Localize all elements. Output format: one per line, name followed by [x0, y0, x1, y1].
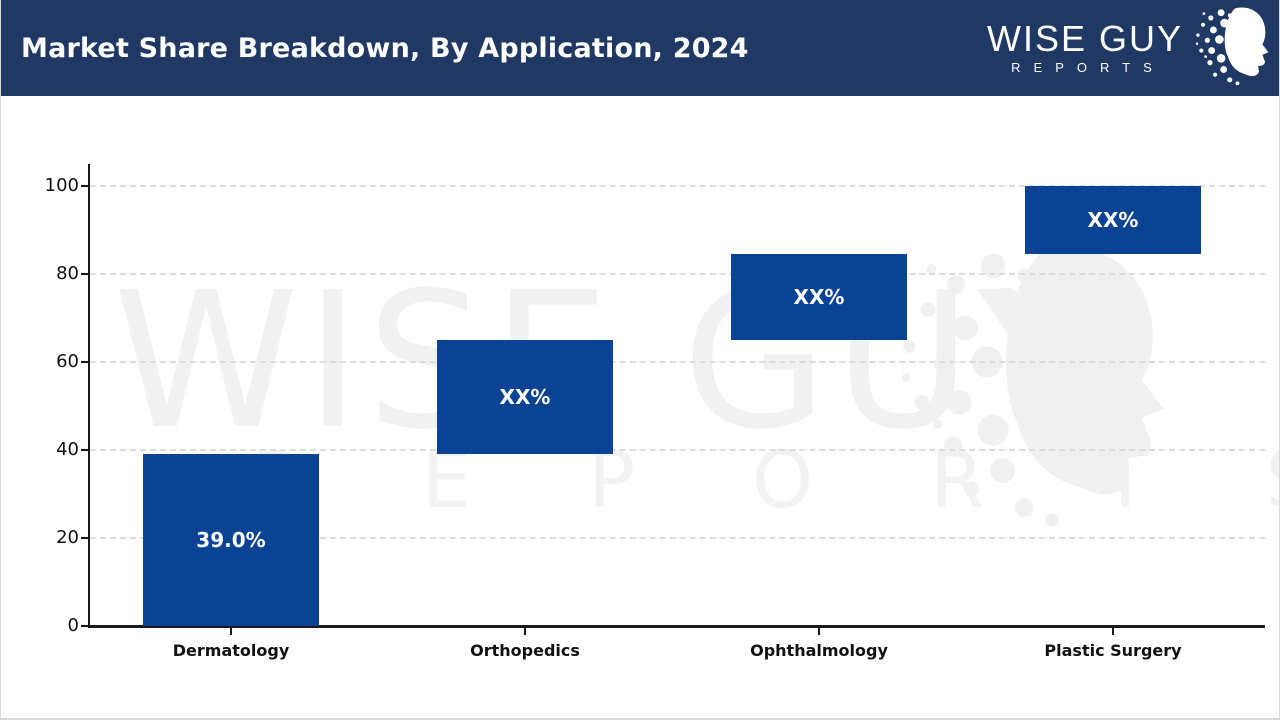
gridline-100: [90, 185, 1265, 187]
brand-logo: WISE GUY REPORTS: [986, 0, 1279, 96]
y-tick-label-20: 20: [56, 527, 79, 548]
y-tick-mark-40: [81, 449, 88, 451]
gridline-80: [90, 273, 1265, 275]
header-bar: Market Share Breakdown, By Application, …: [1, 0, 1279, 96]
y-tick-label-60: 60: [56, 351, 79, 372]
y-axis-line: [88, 164, 90, 627]
bar-value-label: 39.0%: [196, 528, 266, 553]
bar-dermatology: 39.0%: [143, 454, 319, 626]
bar-value-label: XX%: [1087, 208, 1139, 233]
y-tick-label-0: 0: [67, 615, 79, 636]
y-tick-mark-20: [81, 537, 88, 539]
bar-orthopedics: XX%: [437, 340, 613, 455]
dotted-face-icon: [1195, 7, 1269, 86]
x-category-label: Plastic Surgery: [1044, 641, 1182, 660]
bar-ophthalmology: XX%: [731, 254, 907, 340]
gridline-20: [90, 537, 1265, 539]
x-category-label: Orthopedics: [470, 641, 580, 660]
gridline-40: [90, 449, 1265, 451]
x-category-label: Ophthalmology: [750, 641, 888, 660]
bar-value-label: XX%: [499, 385, 551, 410]
x-tick-mark: [524, 628, 526, 635]
x-tick-mark: [1112, 628, 1114, 635]
y-tick-mark-100: [81, 185, 88, 187]
y-tick-label-40: 40: [56, 439, 79, 460]
y-tick-mark-80: [81, 273, 88, 275]
bar-plastic-surgery: XX%: [1025, 186, 1201, 255]
watermark-face-graphic: [902, 247, 1164, 527]
y-tick-label-100: 100: [44, 175, 79, 196]
y-tick-mark-0: [81, 625, 88, 627]
brand-subtitle: REPORTS: [1011, 60, 1165, 75]
x-tick-mark: [818, 628, 820, 635]
bar-value-label: XX%: [793, 285, 845, 310]
page-title: Market Share Breakdown, By Application, …: [21, 32, 749, 64]
brand-name: WISE GUY: [986, 18, 1183, 59]
x-tick-mark: [230, 628, 232, 635]
x-category-label: Dermatology: [172, 641, 290, 660]
y-tick-mark-60: [81, 361, 88, 363]
gridline-60: [90, 361, 1265, 363]
x-axis-line: [88, 625, 1265, 628]
y-tick-label-80: 80: [56, 263, 79, 284]
brand-logo-text: WISE GUY REPORTS: [986, 18, 1183, 76]
